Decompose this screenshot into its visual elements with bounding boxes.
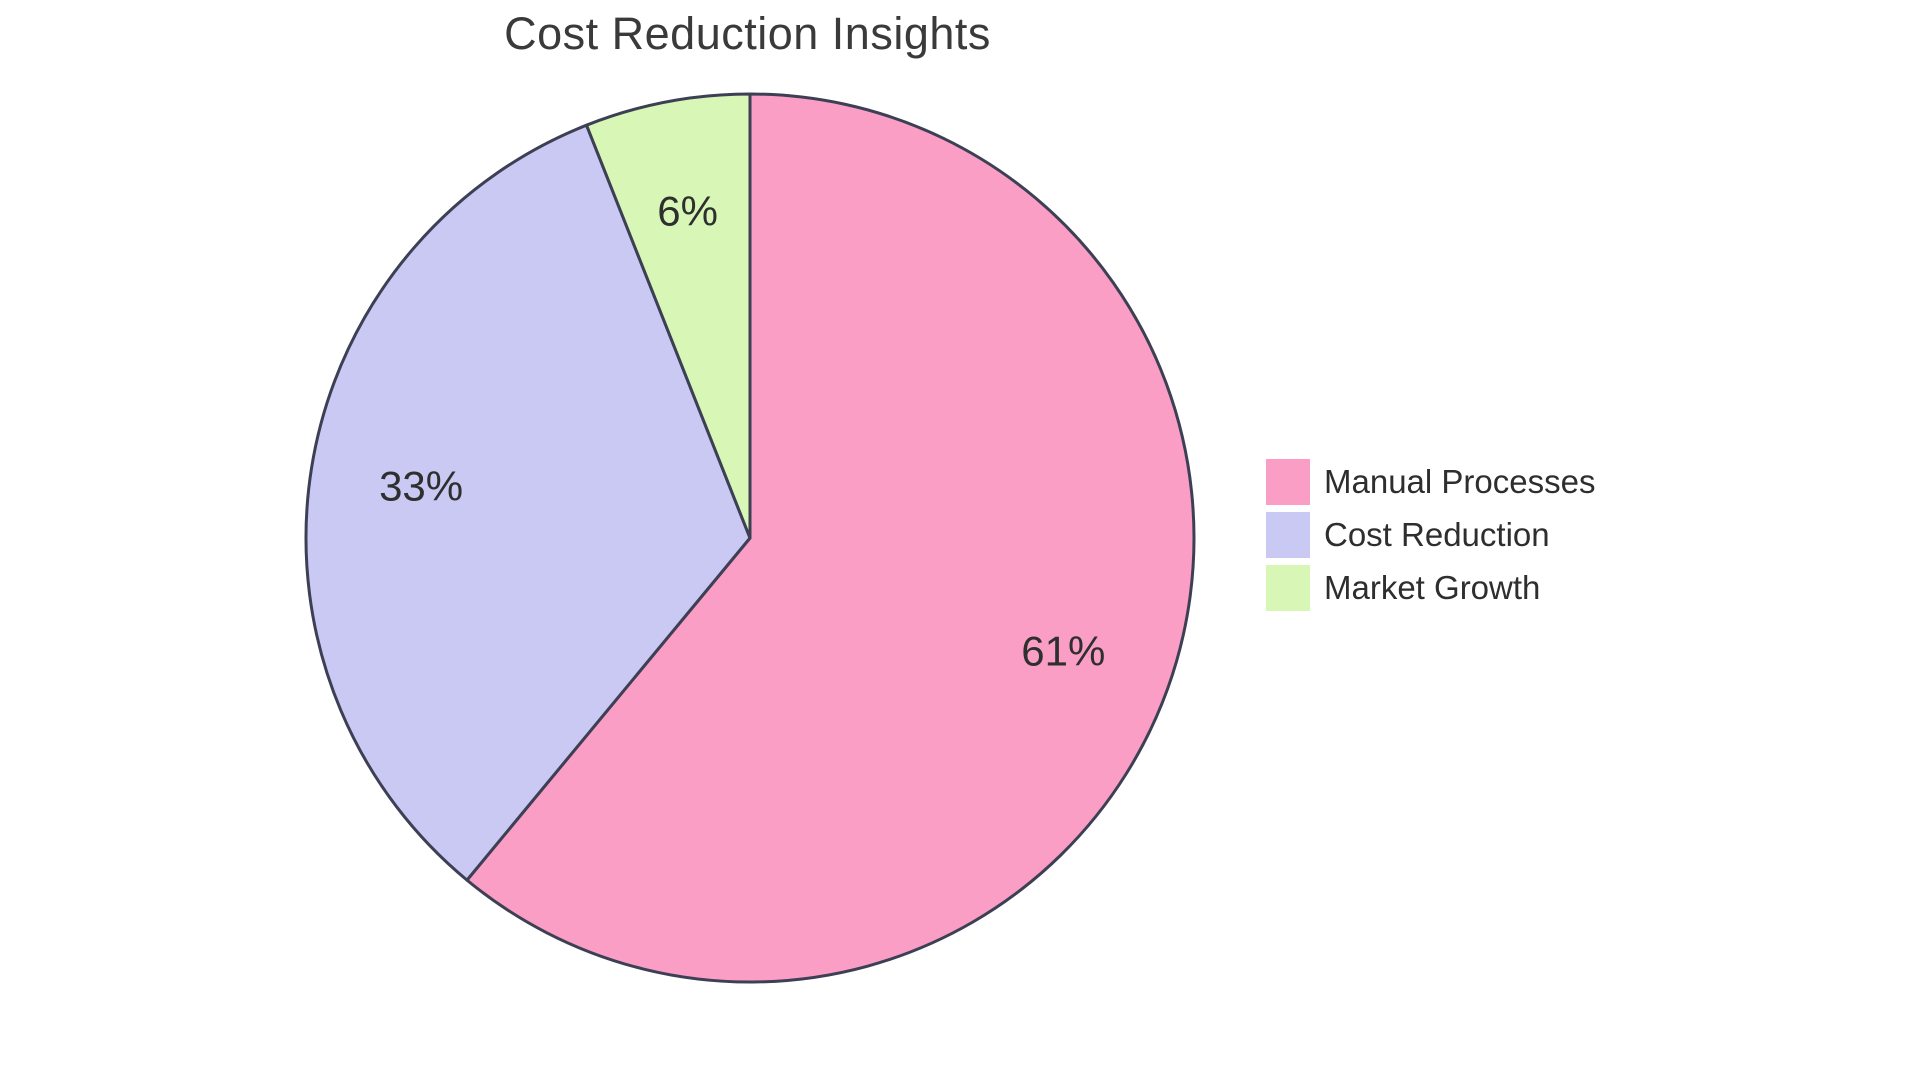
legend-swatch [1266,565,1310,611]
legend: Manual Processes Cost Reduction Market Gro… [1266,459,1595,618]
slice-percent-label: 33% [379,462,463,509]
legend-swatch [1266,459,1310,505]
legend-item-cost-reduction: Cost Reduction [1266,512,1595,558]
slice-percent-label: 6% [657,187,718,234]
pie-chart: 61% 33% 6% [304,92,1196,984]
chart-title: Cost Reduction Insights [504,8,991,59]
legend-item-market-growth: Market Growth [1266,565,1595,611]
legend-label: Cost Reduction [1324,516,1550,553]
pie-slice-manual-processes [465,92,1196,984]
pie-slice-cost-reduction [304,123,752,882]
legend-swatch [1266,512,1310,558]
legend-label: Manual Processes [1324,463,1596,500]
slice-percent-label: 61% [1021,627,1105,674]
legend-label: Market Growth [1324,569,1541,606]
legend-item-manual-processes: Manual Processes [1266,459,1595,505]
pie-slice-market-growth [585,92,752,540]
